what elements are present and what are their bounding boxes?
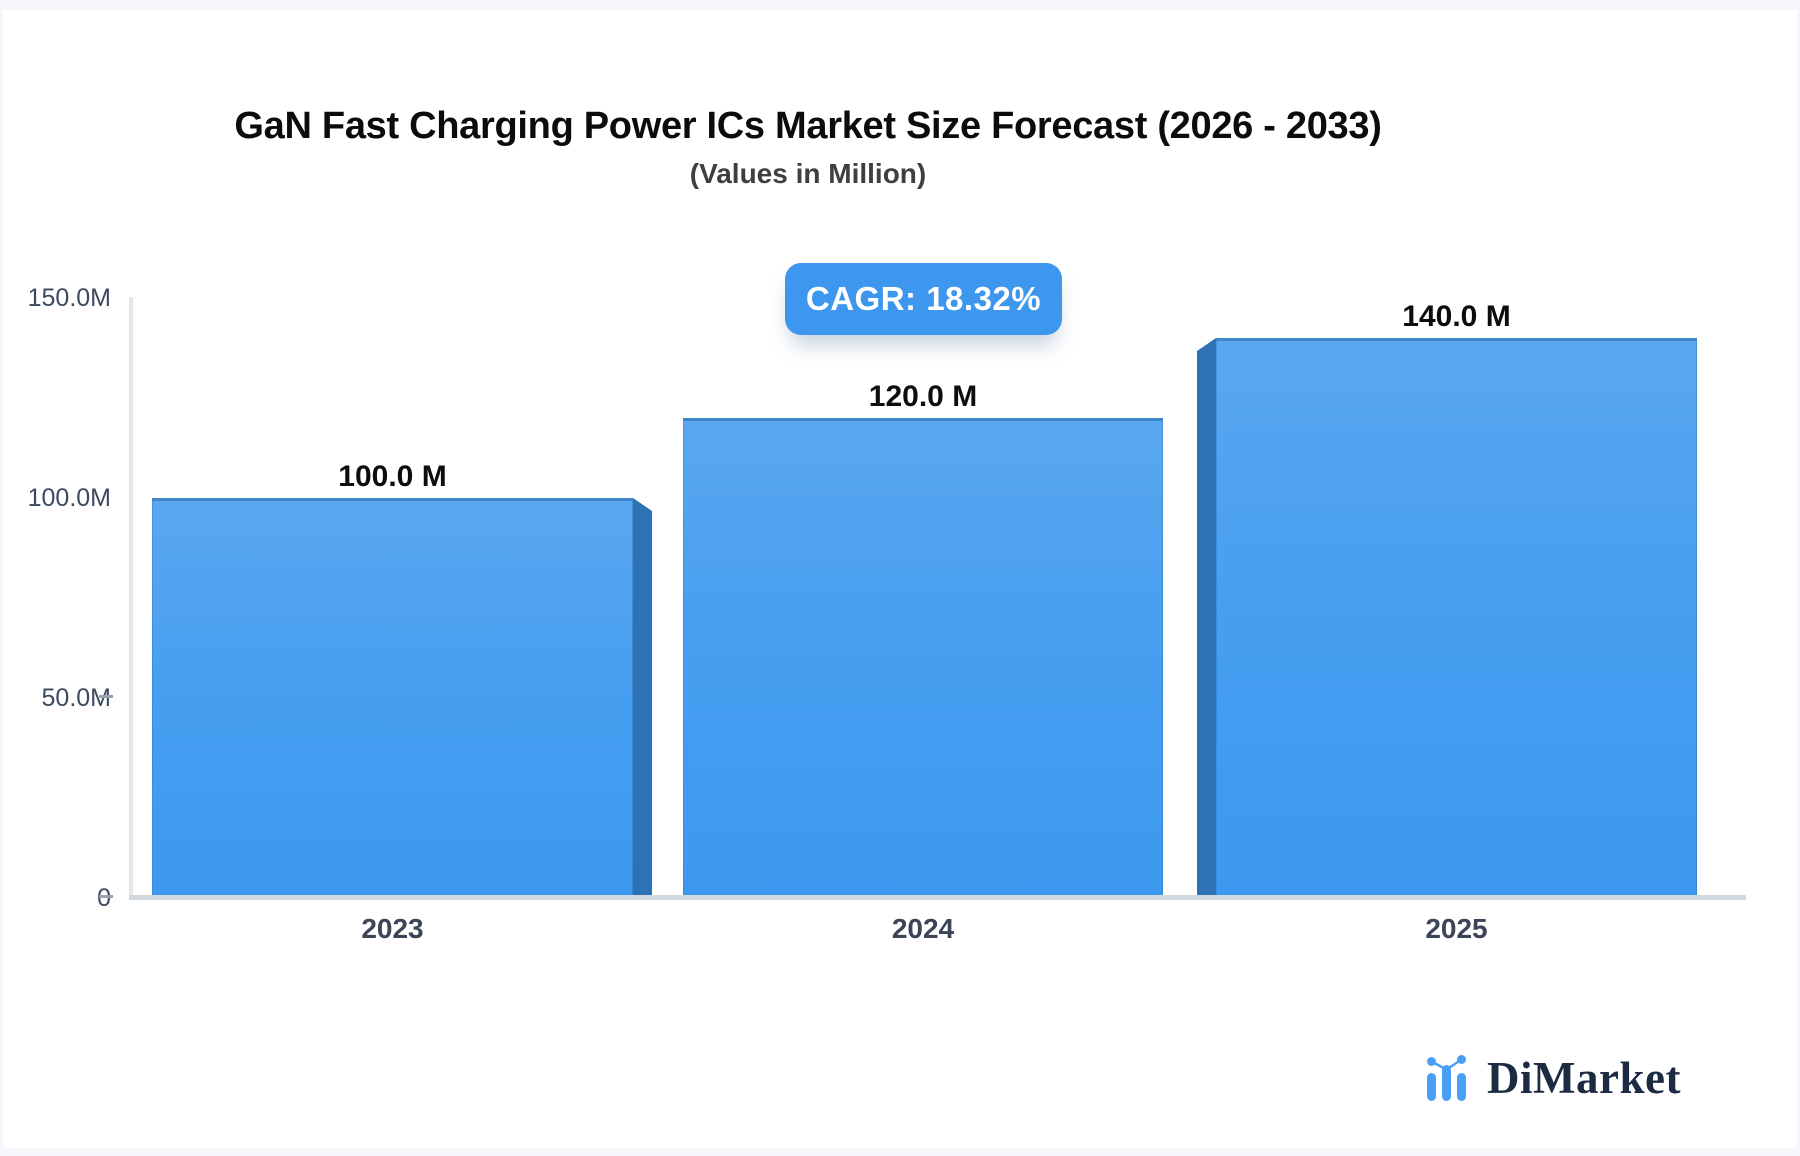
chart-card: GaN Fast Charging Power ICs Market Size … [3, 10, 1797, 1148]
cagr-badge-label: CAGR: 18.32% [805, 280, 1042, 317]
y-tick-label-150: 150.0M [27, 284, 111, 312]
bar-2023-side-bevel [633, 498, 652, 898]
x-axis-label-2023: 2023 [361, 913, 424, 944]
chart-title: GaN Fast Charging Power ICs Market Size … [234, 105, 1382, 147]
bar-value-label: 120.0 M [868, 380, 978, 413]
cagr-badge: CAGR: 18.32% [785, 263, 1062, 335]
x-axis-label-2025: 2025 [1425, 913, 1488, 944]
bar-value-label: 100.0 M [338, 460, 447, 493]
chart-subtitle: (Values in Million) [689, 158, 927, 189]
y-tick-label-0: 0 [97, 884, 111, 912]
y-tick-mark-50 [99, 695, 113, 698]
bar-2025-side-bevel [1197, 338, 1216, 898]
bar-2025 [1216, 338, 1697, 898]
bar-2023 [152, 498, 633, 898]
bar-2024 [683, 418, 1163, 898]
y-tick-label-50: 50.0M [41, 684, 111, 712]
x-axis-baseline [129, 895, 1746, 900]
x-axis-label-2024: 2024 [891, 913, 955, 944]
y-tick-mark-0 [99, 895, 113, 898]
logo-text: DiMarket [1487, 1053, 1681, 1103]
y-axis-line [129, 297, 133, 899]
dimarket-logo: DiMarket [1425, 1052, 1681, 1104]
bar-value-label: 140.0 M [1402, 300, 1511, 333]
bar-chart-trend-icon [1427, 1055, 1466, 1101]
y-tick-label-100: 100.0M [27, 484, 111, 512]
